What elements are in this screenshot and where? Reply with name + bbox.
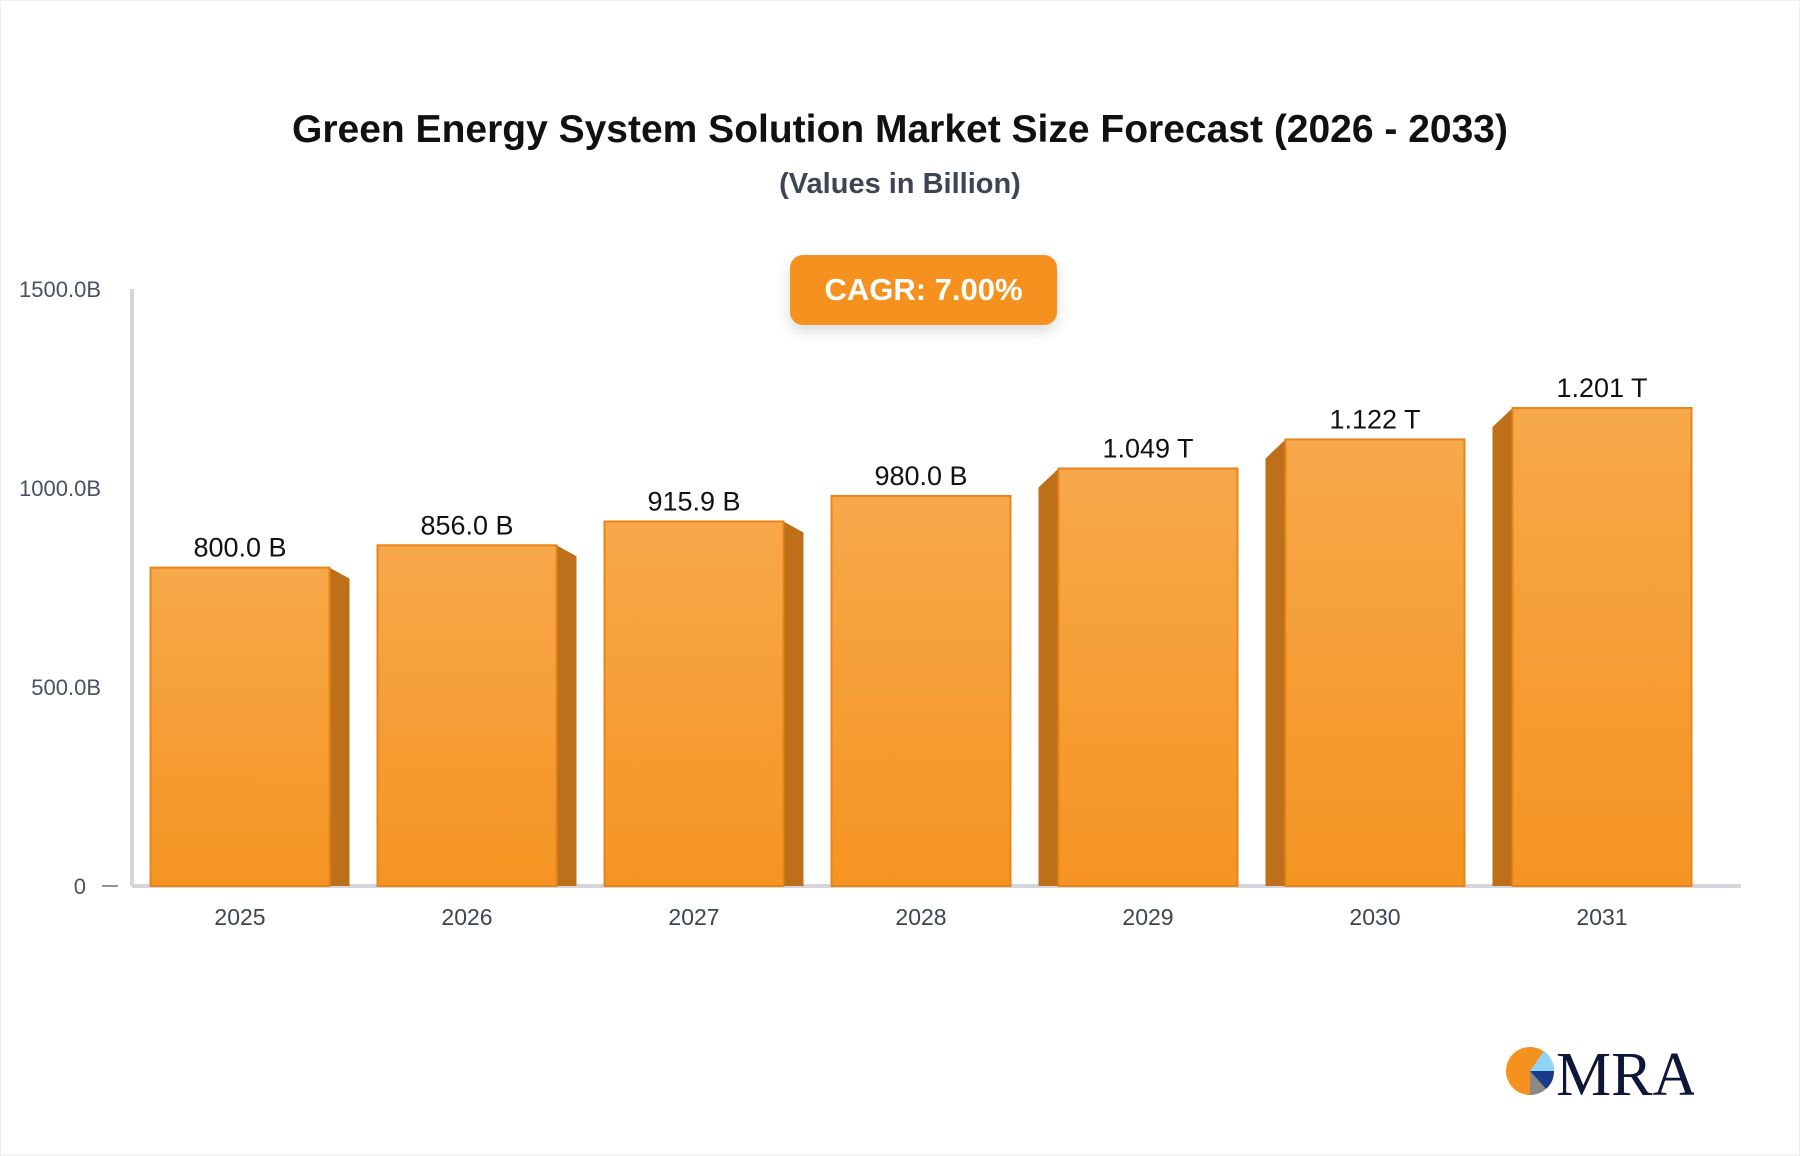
x-tick-label: 2027 — [668, 904, 719, 930]
x-tick-label: 2028 — [895, 904, 946, 930]
bar-side — [783, 521, 804, 886]
bar-value-label: 915.9 B — [647, 486, 740, 516]
bar-value-label: 1.049 T — [1102, 433, 1193, 463]
bar-value-label: 800.0 B — [193, 533, 286, 563]
y-tick-label: 0 — [74, 874, 86, 899]
bar-2025 — [149, 566, 331, 887]
bar-2031 — [1511, 407, 1693, 887]
bar-2030 — [1284, 438, 1466, 887]
bar-side — [329, 567, 350, 886]
cagr-badge: CAGR: 7.00% — [790, 255, 1057, 325]
bar-side — [1265, 439, 1286, 886]
bar-2029 — [1057, 467, 1239, 887]
chart-title: Green Energy System Solution Market Size… — [292, 108, 1508, 151]
y-tick-label: 500.0B — [31, 675, 101, 700]
bar-side — [1038, 468, 1059, 886]
bar-value-label: 1.122 T — [1329, 404, 1420, 434]
bar-value-label: 980.0 B — [874, 461, 967, 491]
bar-2027 — [603, 520, 785, 887]
y-tick-label: 1500.0B — [19, 277, 101, 302]
x-tick-label: 2026 — [441, 904, 492, 930]
bar-value-label: 1.201 T — [1556, 373, 1647, 403]
y-tick-label: 1000.0B — [19, 476, 101, 501]
x-tick-label: 2025 — [214, 904, 265, 930]
bar-side — [1492, 408, 1513, 886]
logo-text: MRA — [1556, 1041, 1694, 1102]
x-tick-label: 2029 — [1122, 904, 1173, 930]
x-tick-label: 2031 — [1576, 904, 1627, 930]
bar-value-label: 856.0 B — [420, 510, 513, 540]
bar-2026 — [376, 544, 558, 887]
mra-logo: MRA — [1504, 1040, 1694, 1102]
bar-side — [556, 545, 577, 886]
chart-subtitle: (Values in Billion) — [779, 168, 1021, 200]
bar-2028 — [830, 494, 1012, 887]
x-tick-label: 2030 — [1349, 904, 1400, 930]
